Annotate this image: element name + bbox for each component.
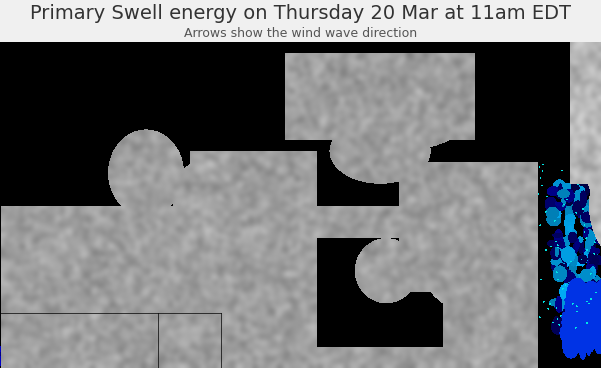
Text: Arrows show the wind wave direction: Arrows show the wind wave direction xyxy=(184,27,417,40)
Text: Primary Swell energy on Thursday 20 Mar at 11am EDT: Primary Swell energy on Thursday 20 Mar … xyxy=(30,4,571,23)
